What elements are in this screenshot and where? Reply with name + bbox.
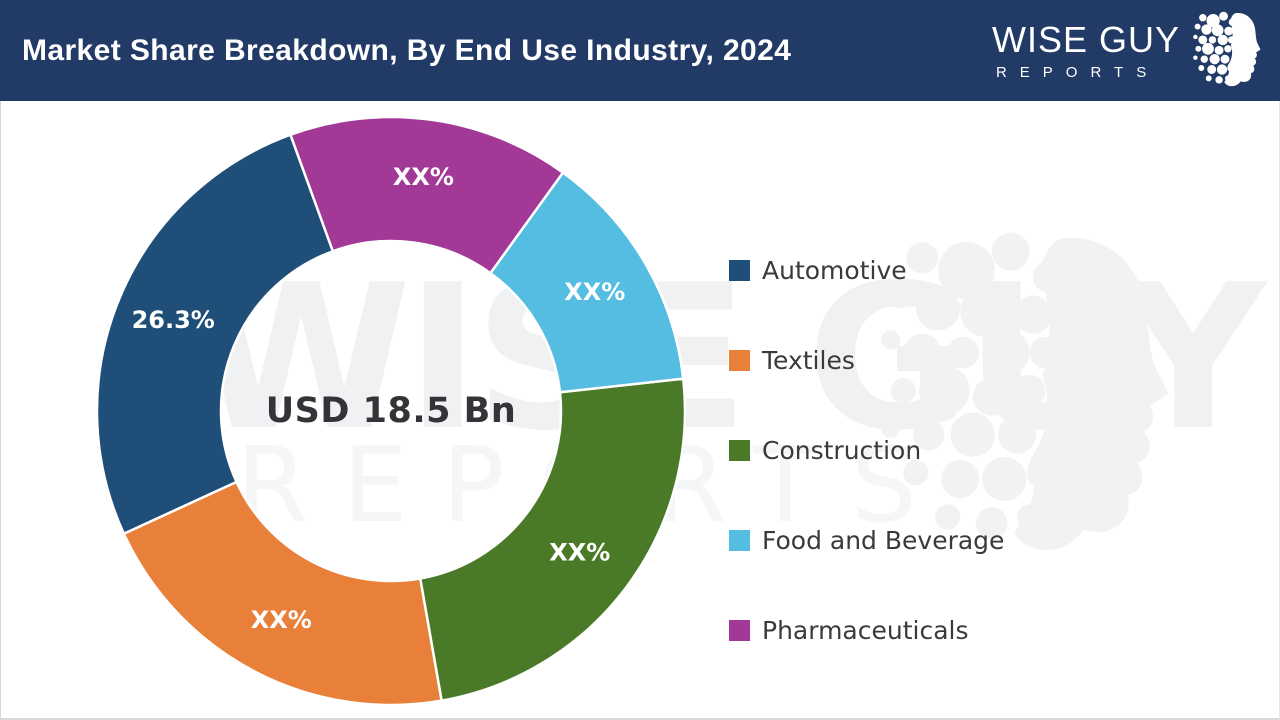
legend-label-textiles: Textiles xyxy=(762,346,855,375)
legend-swatch-automotive xyxy=(729,260,750,281)
legend-swatch-construction xyxy=(729,440,750,461)
donut-center-value: USD 18.5 Bn xyxy=(265,391,517,431)
brand-logo: WISE GUY REPORTS xyxy=(992,10,1262,92)
brand-name: WISE GUY xyxy=(991,18,1180,60)
legend: Automotive Textiles Construction Food and B… xyxy=(729,255,1004,646)
legend-label-pharmaceuticals: Pharmaceuticals xyxy=(762,616,969,645)
chart-title: Market Share Breakdown, By End Use Indus… xyxy=(22,33,792,67)
donut-segment-value-label-automotive: 26.3% xyxy=(132,306,215,334)
legend-swatch-food-and-beverage xyxy=(729,530,750,551)
chart-canvas: WISE GUY REPORTS 26.3%XX%XX%XX%XX% USD 1… xyxy=(0,101,1280,720)
donut-segment-value-label-textiles: XX% xyxy=(251,606,312,634)
legend-label-construction: Construction xyxy=(762,436,922,465)
brand-logo-text: WISE GUY REPORTS xyxy=(991,18,1180,81)
donut-segment-value-label-construction: XX% xyxy=(549,539,610,567)
donut-segment-textiles xyxy=(122,480,443,707)
legend-item-automotive: Automotive xyxy=(729,255,1004,286)
legend-item-textiles: Textiles xyxy=(729,345,1004,376)
legend-label-automotive: Automotive xyxy=(762,256,907,285)
legend-swatch-textiles xyxy=(729,350,750,371)
donut-segment-automotive xyxy=(95,133,335,536)
brand-subtitle: REPORTS xyxy=(995,63,1160,81)
legend-item-pharmaceuticals: Pharmaceuticals xyxy=(729,615,1004,646)
donut-chart: 26.3% XX% XX% XX% XX% xyxy=(95,115,687,707)
legend-item-food-and-beverage: Food and Beverage xyxy=(729,525,1004,556)
donut-segment-pharmaceuticals xyxy=(289,115,565,275)
donut-segment-value-label-pharmaceuticals: XX% xyxy=(393,163,454,191)
donut-segment-construction xyxy=(419,377,687,702)
donut-segment-value-label-food-and-beverage: XX% xyxy=(564,278,625,306)
brand-face-icon xyxy=(1193,11,1261,86)
legend-label-food-and-beverage: Food and Beverage xyxy=(762,526,1005,555)
header-bar: Market Share Breakdown, By End Use Indus… xyxy=(0,0,1280,101)
legend-item-construction: Construction xyxy=(729,435,1004,466)
legend-swatch-pharmaceuticals xyxy=(729,620,750,641)
